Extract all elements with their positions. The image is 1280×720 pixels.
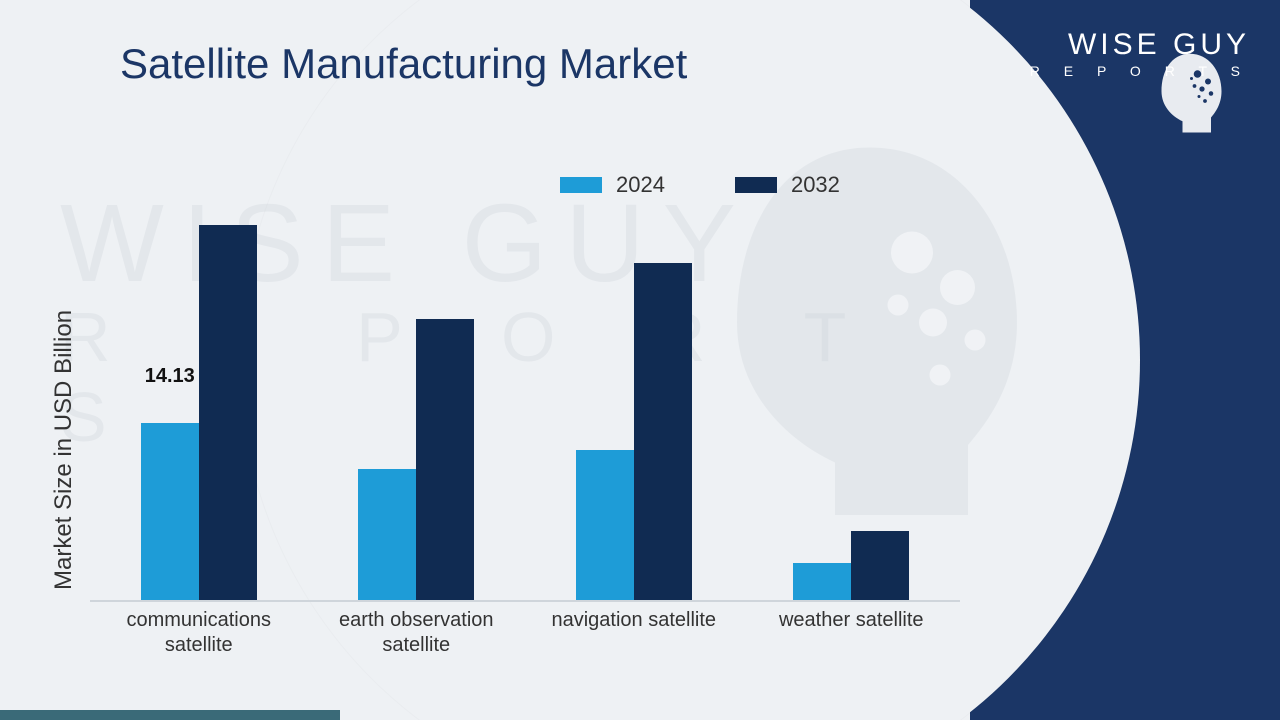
category-label: weather satellite <box>743 602 961 680</box>
bar-group <box>525 200 743 600</box>
plot-area: 14.13 <box>90 200 960 600</box>
bar-2032 <box>634 263 692 601</box>
brand-head-icon <box>1150 50 1230 140</box>
bar-2024 <box>793 563 851 601</box>
bar-value-label: 14.13 <box>145 365 195 394</box>
legend-swatch-2032 <box>735 177 777 193</box>
y-axis-label: Market Size in USD Billion <box>50 310 78 590</box>
chart-area: 14.13 communications satelliteearth obse… <box>90 200 960 680</box>
bar-group <box>308 200 526 600</box>
bar-2024 <box>358 469 416 600</box>
legend-item-2032: 2032 <box>735 172 840 198</box>
bar-2024 <box>141 423 199 600</box>
bar-group: 14.13 <box>90 200 308 600</box>
legend-label-2032: 2032 <box>791 172 840 198</box>
bar-2032 <box>851 531 909 600</box>
bottom-accent-strip <box>0 710 340 720</box>
category-label: navigation satellite <box>525 602 743 680</box>
page-root: WISE GUY R E P O R T S Satellite Manufac… <box>0 0 1280 720</box>
legend-label-2024: 2024 <box>616 172 665 198</box>
bar-2032 <box>199 225 257 600</box>
category-label: communications satellite <box>90 602 308 680</box>
legend: 2024 2032 <box>560 172 840 198</box>
bar-2032 <box>416 319 474 600</box>
legend-item-2024: 2024 <box>560 172 665 198</box>
category-label: earth observation satellite <box>308 602 526 680</box>
category-labels-row: communications satelliteearth observatio… <box>90 602 960 680</box>
legend-swatch-2024 <box>560 177 602 193</box>
chart-title: Satellite Manufacturing Market <box>120 40 687 88</box>
brand-logo: WISE GUY R E P O R T S <box>1030 30 1250 78</box>
bar-group <box>743 200 961 600</box>
bar-2024 <box>576 450 634 600</box>
